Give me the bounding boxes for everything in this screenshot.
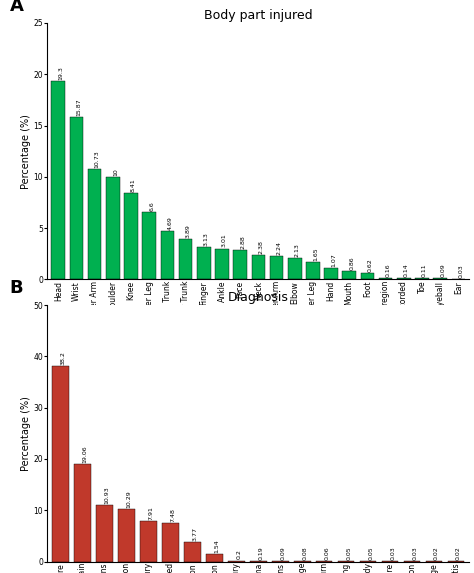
Text: 0.02: 0.02: [456, 547, 461, 560]
Text: 10.29: 10.29: [127, 490, 131, 508]
Text: 0.09: 0.09: [280, 546, 285, 560]
Bar: [124, 193, 138, 280]
Y-axis label: Percentage (%): Percentage (%): [21, 396, 31, 471]
Bar: [361, 273, 374, 280]
Bar: [270, 257, 283, 280]
Text: A: A: [9, 0, 23, 15]
Bar: [215, 249, 229, 280]
Bar: [184, 542, 201, 562]
Bar: [96, 505, 113, 562]
Text: 0.05: 0.05: [346, 547, 351, 560]
Text: 19.06: 19.06: [82, 445, 88, 463]
Bar: [140, 521, 157, 562]
Bar: [118, 509, 135, 562]
Bar: [250, 560, 266, 562]
Text: 2.24: 2.24: [276, 241, 282, 256]
Text: 10.93: 10.93: [105, 486, 109, 504]
Text: 1.07: 1.07: [331, 254, 336, 268]
Text: 0.06: 0.06: [324, 547, 329, 560]
Text: 15.87: 15.87: [76, 98, 82, 116]
Bar: [106, 177, 119, 280]
Text: 0.62: 0.62: [367, 258, 373, 272]
Text: 0.05: 0.05: [368, 547, 373, 560]
Bar: [70, 116, 83, 280]
Bar: [88, 170, 101, 280]
Bar: [206, 554, 223, 562]
Bar: [342, 270, 356, 280]
Text: 8.41: 8.41: [131, 178, 136, 192]
Y-axis label: Percentage (%): Percentage (%): [21, 113, 31, 189]
Text: 10.73: 10.73: [95, 151, 100, 168]
Text: 3.01: 3.01: [222, 234, 227, 248]
Bar: [306, 262, 319, 280]
Text: B: B: [9, 280, 23, 297]
Text: 3.89: 3.89: [186, 225, 191, 238]
Text: 10: 10: [113, 168, 118, 176]
Text: 0.11: 0.11: [422, 264, 427, 277]
Text: 0.14: 0.14: [404, 263, 409, 277]
Bar: [252, 255, 265, 280]
Bar: [379, 278, 392, 280]
Text: 0.16: 0.16: [386, 263, 391, 277]
Text: 0.19: 0.19: [258, 546, 264, 560]
Bar: [161, 231, 174, 280]
Bar: [52, 81, 65, 280]
Text: 1.65: 1.65: [313, 248, 318, 261]
Text: 3.77: 3.77: [192, 527, 197, 541]
Text: 0.2: 0.2: [237, 550, 241, 559]
Title: Diagnosis: Diagnosis: [228, 291, 289, 304]
Text: 38.2: 38.2: [61, 351, 65, 364]
Title: Body part injured: Body part injured: [204, 9, 313, 22]
Bar: [233, 250, 247, 280]
Text: 0.86: 0.86: [349, 256, 354, 269]
Bar: [197, 248, 210, 280]
Text: 7.48: 7.48: [171, 508, 175, 522]
Text: 2.88: 2.88: [240, 235, 245, 249]
Bar: [74, 464, 91, 562]
Bar: [433, 278, 447, 280]
Bar: [179, 240, 192, 280]
Text: 7.91: 7.91: [148, 506, 154, 520]
Text: 0.03: 0.03: [458, 264, 464, 278]
Bar: [288, 257, 301, 280]
Text: 4.69: 4.69: [167, 217, 173, 230]
Text: 2.13: 2.13: [295, 242, 300, 257]
Bar: [52, 366, 69, 562]
Bar: [415, 278, 429, 280]
Bar: [324, 268, 338, 280]
Text: 0.03: 0.03: [412, 547, 417, 560]
Text: 0.02: 0.02: [434, 547, 439, 560]
Bar: [228, 560, 245, 562]
Text: 19.3: 19.3: [58, 66, 64, 80]
Text: 3.13: 3.13: [204, 233, 209, 246]
Bar: [397, 278, 410, 280]
Bar: [162, 523, 179, 562]
Text: 2.38: 2.38: [258, 240, 264, 254]
Bar: [142, 211, 156, 280]
Text: 0.08: 0.08: [302, 547, 307, 560]
Text: 0.09: 0.09: [440, 264, 445, 277]
Text: 1.54: 1.54: [214, 539, 219, 552]
Text: 0.03: 0.03: [390, 547, 395, 560]
Text: 6.6: 6.6: [149, 201, 154, 211]
